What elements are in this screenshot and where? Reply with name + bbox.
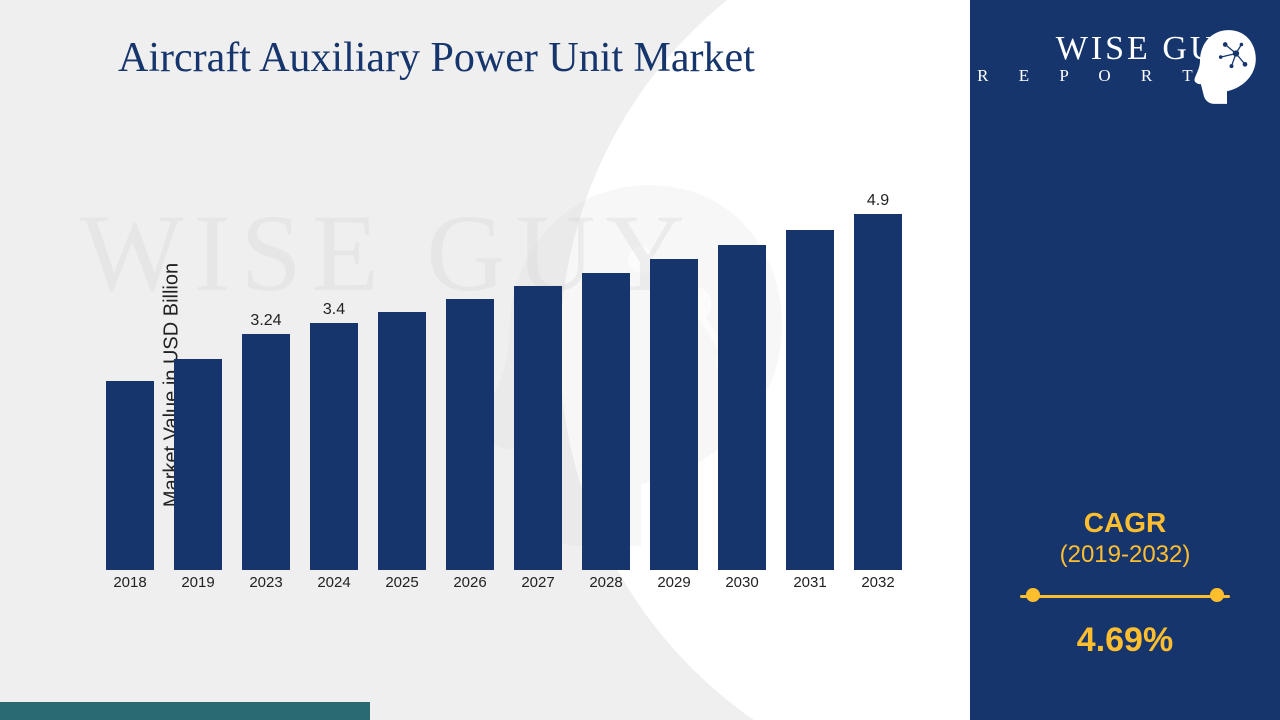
bar-2025 <box>378 170 426 570</box>
bar-2030 <box>718 170 766 570</box>
bar <box>718 245 766 570</box>
bar <box>854 214 902 570</box>
plot-area: 3.24 3.4 4.9 <box>98 170 910 570</box>
x-tick: 2018 <box>106 574 154 600</box>
report-slide: WISE GUY Aircraft Auxiliary Power Unit M… <box>0 0 1280 720</box>
bar-2028 <box>582 170 630 570</box>
x-tick: 2027 <box>514 574 562 600</box>
x-tick: 2019 <box>174 574 222 600</box>
bar-value-label: 3.4 <box>323 301 345 319</box>
bar-2018 <box>106 170 154 570</box>
x-tick: 2030 <box>718 574 766 600</box>
cagr-range: (2019-2032) <box>1020 541 1230 569</box>
bar-2023: 3.24 <box>242 170 290 570</box>
bar <box>242 334 290 570</box>
x-tick: 2024 <box>310 574 358 600</box>
bar <box>106 381 154 570</box>
cagr-block: CAGR (2019-2032) 4.69% <box>1020 507 1230 660</box>
bar-2024: 3.4 <box>310 170 358 570</box>
bar-2029 <box>650 170 698 570</box>
bar <box>786 230 834 570</box>
bar <box>446 299 494 570</box>
brand-head-icon <box>1182 26 1272 126</box>
cagr-divider <box>1020 583 1230 607</box>
bar-chart: Market Value in USD Billion 3.243.44.9 2… <box>60 170 910 600</box>
bar-2019 <box>174 170 222 570</box>
x-tick: 2028 <box>582 574 630 600</box>
x-tick: 2031 <box>786 574 834 600</box>
bar <box>650 259 698 570</box>
bar-2032: 4.9 <box>854 170 902 570</box>
x-tick: 2029 <box>650 574 698 600</box>
bar <box>378 312 426 570</box>
x-tick: 2025 <box>378 574 426 600</box>
bar <box>310 323 358 570</box>
bar-2026 <box>446 170 494 570</box>
x-tick: 2026 <box>446 574 494 600</box>
bar-value-label: 4.9 <box>867 192 889 210</box>
bar <box>582 273 630 570</box>
bottom-accent-bar <box>0 702 370 720</box>
x-tick: 2023 <box>242 574 290 600</box>
bar <box>514 286 562 570</box>
cagr-value: 4.69% <box>1020 621 1230 660</box>
bar-2027 <box>514 170 562 570</box>
cagr-title: CAGR <box>1020 507 1230 539</box>
bar-2031 <box>786 170 834 570</box>
bar <box>174 359 222 570</box>
report-title: Aircraft Auxiliary Power Unit Market <box>118 34 755 82</box>
x-axis: 2018 2019 2023 2024 2025 2026 2027 2028 2029 2030… <box>98 574 910 600</box>
bar-value-label: 3.24 <box>250 312 281 330</box>
x-tick: 2032 <box>854 574 902 600</box>
